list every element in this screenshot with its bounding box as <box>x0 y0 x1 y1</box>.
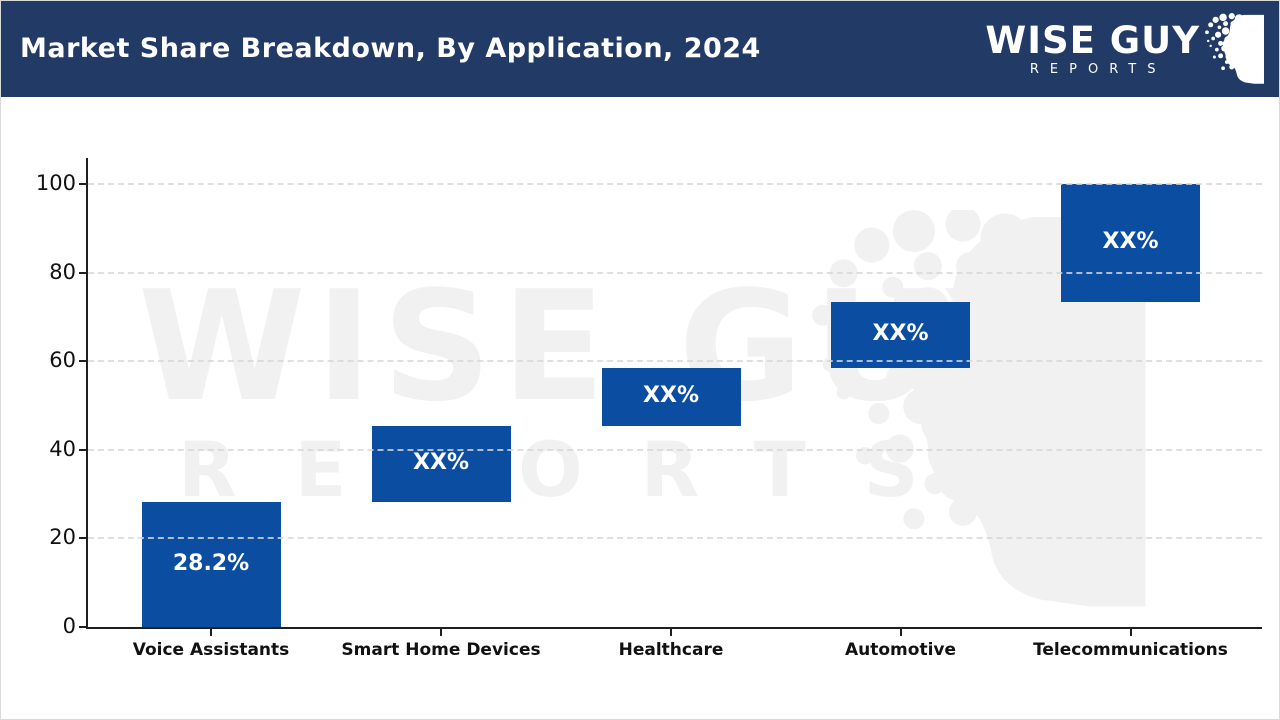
y-axis-tick-label: 20 <box>49 525 76 550</box>
y-axis-tick-mark <box>79 537 87 540</box>
bar-automotive <box>831 301 970 369</box>
gridline-100 <box>88 183 1262 185</box>
x-axis-category-label-automotive: Automotive <box>844 640 957 660</box>
y-axis-tick-label: 100 <box>35 171 76 195</box>
bar-telecommunications <box>1061 184 1200 302</box>
x-axis-line <box>86 627 1262 629</box>
gridline-20 <box>88 537 1262 540</box>
logo-reports-text: REPORTS <box>1029 62 1167 77</box>
y-axis-tick-label: 80 <box>49 259 76 284</box>
x-axis-category-label-smart-home-devices: Smart Home Devices <box>341 640 541 660</box>
gridline-40 <box>88 448 1262 451</box>
watermark-reports-text: REPORTS <box>178 425 977 514</box>
x-axis-tick-mark <box>1129 629 1132 636</box>
wise-guy-face-icon <box>1205 13 1264 84</box>
y-axis-tick-mark <box>79 448 87 451</box>
y-axis-tick-mark <box>79 360 87 363</box>
logo-text: WISE GUY REPORTS <box>985 22 1200 76</box>
gridline-80 <box>88 271 1262 274</box>
y-axis-tick-label: 40 <box>49 436 76 461</box>
y-axis-tick-mark <box>79 626 87 628</box>
bar-value-label-smart-home-devices: XX% <box>413 449 469 475</box>
bar-value-label-voice-assistants: 28.2% <box>172 550 250 576</box>
bar-value-label-healthcare: XX% <box>643 383 699 409</box>
x-axis-tick-mark <box>210 629 212 636</box>
bar-value-label-telecommunications: XX% <box>1102 228 1159 254</box>
plot-area: 0 20 40 60 80 100 28.2% Voice Assistants XX% Smar… <box>0 97 1280 720</box>
y-axis-tick-mark <box>79 183 87 185</box>
y-axis-tick-mark <box>79 271 87 274</box>
y-axis-tick-label: 60 <box>49 348 76 373</box>
bar-healthcare <box>601 368 741 426</box>
x-axis-category-label-healthcare: Healthcare <box>618 640 724 660</box>
x-axis-category-label-voice-assistants: Voice Assistants <box>132 640 290 660</box>
bar-smart-home-devices <box>371 425 511 503</box>
logo-wiseguy-text: WISE GUY <box>985 19 1200 62</box>
wise-guy-logo: WISE GUY REPORTS <box>985 8 1264 90</box>
chart-title: Market Share Breakdown, By Application, … <box>20 33 761 64</box>
gridline-60 <box>88 360 1262 363</box>
x-axis-category-label-telecommunications: Telecommunications <box>1033 640 1228 660</box>
bar-value-label-automotive: XX% <box>872 321 929 347</box>
bar-voice-assistants <box>141 502 281 627</box>
x-axis-tick-mark <box>670 629 672 636</box>
header-bar: Market Share Breakdown, By Application, … <box>0 0 1280 97</box>
y-axis-line <box>86 158 88 628</box>
x-axis-tick-mark <box>440 629 442 636</box>
x-axis-tick-mark <box>899 629 902 636</box>
y-axis-tick-label: 0 <box>62 614 76 638</box>
